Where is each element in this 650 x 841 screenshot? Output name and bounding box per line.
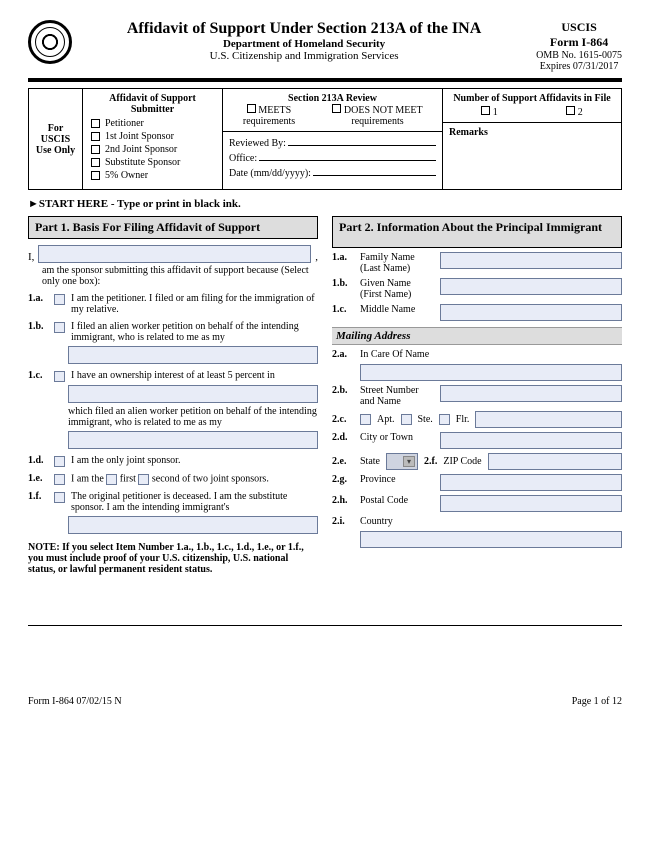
header: Affidavit of Support Under Section 213A … xyxy=(28,20,622,82)
chk-num-2[interactable] xyxy=(566,106,575,115)
zip-input[interactable] xyxy=(488,453,622,470)
dept-name: Department of Homeland Security xyxy=(82,38,526,50)
province-input[interactable] xyxy=(440,474,622,491)
for-uscis-label: For USCIS Use Only xyxy=(29,89,83,189)
family-name-input[interactable] xyxy=(440,252,622,269)
chk-1e-first[interactable] xyxy=(106,474,117,485)
chk-1a[interactable] xyxy=(54,294,65,305)
intro-text: am the sponsor submitting this affidavit… xyxy=(42,265,318,287)
dhs-seal-icon xyxy=(28,20,72,64)
chk-petitioner[interactable] xyxy=(91,119,100,128)
chk-1d[interactable] xyxy=(54,456,65,467)
input-1b[interactable] xyxy=(68,346,318,364)
state-dropdown[interactable] xyxy=(386,453,418,470)
submitter-title: Affidavit of Support Submitter xyxy=(91,93,214,115)
chk-substitute[interactable] xyxy=(91,158,100,167)
chk-not-meets[interactable] xyxy=(332,104,341,113)
chk-5pct-owner[interactable] xyxy=(91,171,100,180)
chk-flr[interactable] xyxy=(439,414,450,425)
chk-2nd-joint[interactable] xyxy=(91,145,100,154)
form-number: Form I-864 xyxy=(536,35,622,50)
remarks-label: Remarks xyxy=(443,123,621,142)
sponsor-name-input[interactable] xyxy=(38,245,311,263)
start-here: START HERE - Type or print in black ink. xyxy=(28,198,622,210)
given-name-input[interactable] xyxy=(440,278,622,295)
chk-1c[interactable] xyxy=(54,371,65,382)
chk-1b[interactable] xyxy=(54,322,65,333)
footer-left: Form I-864 07/02/15 N xyxy=(28,696,122,707)
care-of-input[interactable] xyxy=(360,364,622,381)
mailing-address-heading: Mailing Address xyxy=(332,327,622,345)
chk-ste[interactable] xyxy=(401,414,412,425)
omb-number: OMB No. 1615-0075 xyxy=(536,50,622,61)
part2-heading: Part 2. Information About the Principal … xyxy=(332,216,622,248)
middle-name-input[interactable] xyxy=(440,304,622,321)
chk-num-1[interactable] xyxy=(481,106,490,115)
part1-heading: Part 1. Basis For Filing Affidavit of Su… xyxy=(28,216,318,239)
uscis-use-only-box: For USCIS Use Only Affidavit of Support … xyxy=(28,88,622,190)
num-affidavits-title: Number of Support Affidavits in File xyxy=(447,93,617,104)
chk-1f[interactable] xyxy=(54,492,65,503)
footer-right: Page 1 of 12 xyxy=(572,696,622,707)
postal-code-input[interactable] xyxy=(440,495,622,512)
part1-note: NOTE: If you select Item Number 1.a., 1.… xyxy=(28,542,318,575)
expires-date: Expires 07/31/2017 xyxy=(536,61,622,72)
review-title: Section 213A Review xyxy=(229,93,436,104)
street-input[interactable] xyxy=(440,385,622,402)
city-input[interactable] xyxy=(440,432,622,449)
uscis-label: USCIS xyxy=(536,20,622,35)
form-title: Affidavit of Support Under Section 213A … xyxy=(82,20,526,38)
chk-1st-joint[interactable] xyxy=(91,132,100,141)
reviewed-by-line[interactable] xyxy=(288,136,436,146)
office-line[interactable] xyxy=(259,151,436,161)
date-line[interactable] xyxy=(313,166,436,176)
input-1c-2[interactable] xyxy=(68,431,318,449)
chk-meets[interactable] xyxy=(247,104,256,113)
input-1c-1[interactable] xyxy=(68,385,318,403)
chk-1e[interactable] xyxy=(54,474,65,485)
agency-name: U.S. Citizenship and Immigration Service… xyxy=(82,50,526,62)
country-input[interactable] xyxy=(360,531,622,548)
unit-num-input[interactable] xyxy=(475,411,622,428)
input-1f[interactable] xyxy=(68,516,318,534)
chk-apt[interactable] xyxy=(360,414,371,425)
chk-1e-second[interactable] xyxy=(138,474,149,485)
form-page: Affidavit of Support Under Section 213A … xyxy=(0,0,650,727)
